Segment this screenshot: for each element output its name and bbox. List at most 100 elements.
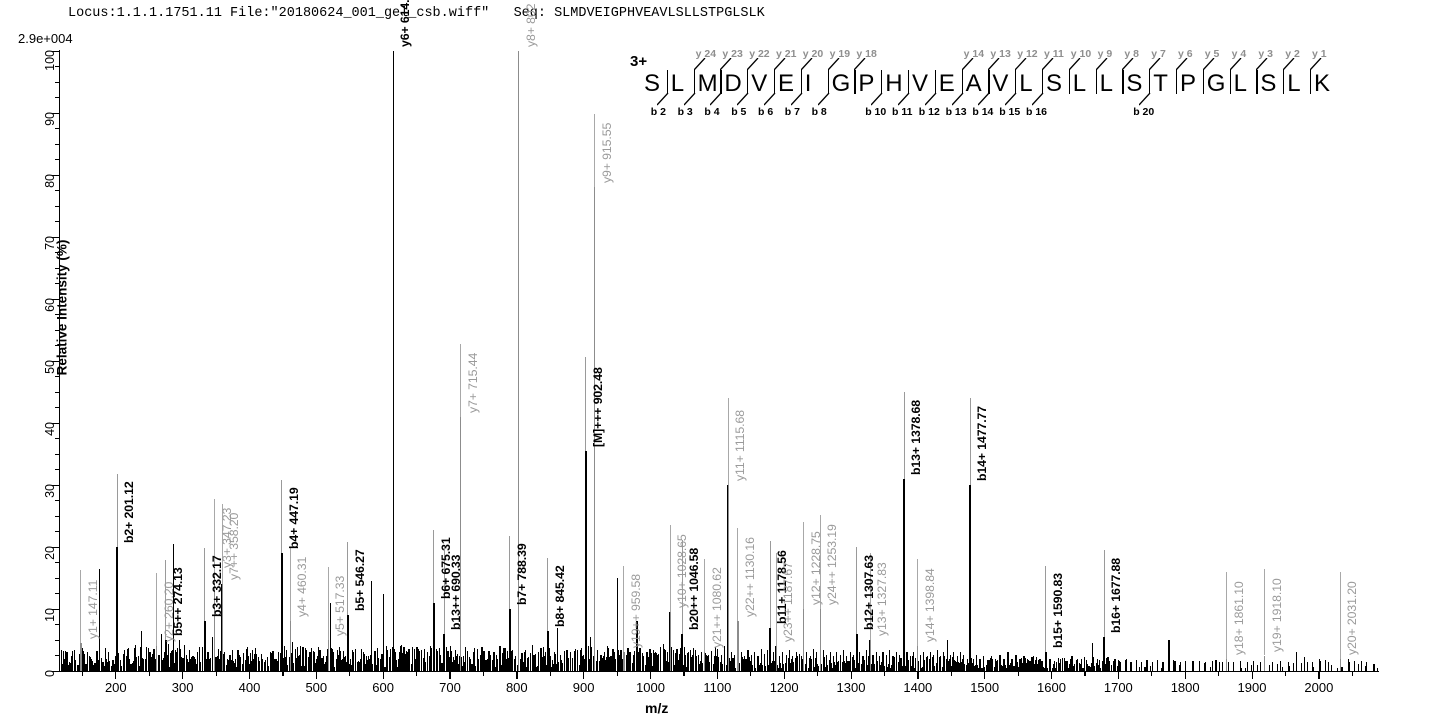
spectrum-peak xyxy=(722,663,724,671)
spectrum-peak xyxy=(1288,662,1290,671)
spectrum-peak xyxy=(826,664,829,671)
spectrum-peak xyxy=(838,660,840,671)
peptide-residue: S xyxy=(1260,70,1277,97)
spectrum-peak xyxy=(61,649,63,671)
spectrum-peak xyxy=(1066,660,1068,671)
spectrum-peak xyxy=(897,661,899,671)
precursor-charge-label: 3+ xyxy=(630,53,648,70)
spectrum-peak xyxy=(216,656,218,671)
spectrum-peak xyxy=(1087,664,1089,671)
spectrum-peak xyxy=(69,662,71,671)
spectrum-peak xyxy=(997,659,999,671)
spectrum-peak xyxy=(74,650,76,671)
y-ion-diagonal xyxy=(1310,58,1322,71)
peptide-residue: G xyxy=(831,70,851,97)
x-axis-minor-tick xyxy=(750,671,752,676)
spectrum-peak xyxy=(172,649,174,671)
spectrum-peak xyxy=(167,654,169,671)
spectrum-peak xyxy=(419,651,421,671)
spectrum-peak xyxy=(738,663,740,671)
spectrum-peak xyxy=(682,665,684,671)
spectrum-peak xyxy=(1011,658,1013,671)
spectrum-peak xyxy=(746,659,748,671)
spectrum-peak xyxy=(845,668,847,671)
spectrum-peak xyxy=(692,648,695,671)
spectrum-peak xyxy=(1082,667,1084,671)
spectrum-peak xyxy=(538,652,540,671)
x-axis-minor-tick xyxy=(1351,671,1353,676)
spectrum-peak xyxy=(245,659,247,671)
spectrum-peak xyxy=(88,656,90,671)
spectrum-peak xyxy=(174,663,176,671)
peak-label: b7+ 788.39 xyxy=(514,543,529,605)
spectrum-peak xyxy=(428,656,430,671)
spectrum-peak xyxy=(550,656,552,671)
y-ion-diagonal xyxy=(961,58,974,71)
spectrum-peak xyxy=(68,661,70,671)
peptide-residue: L xyxy=(1099,70,1113,97)
spectrum-peak xyxy=(1113,663,1115,671)
y-ion-diagonal xyxy=(988,58,1000,71)
spectrum-peak xyxy=(847,660,849,671)
spectrum-peak xyxy=(278,652,280,671)
spectrum-peak xyxy=(551,659,554,671)
spectrum-peak xyxy=(915,658,917,671)
peak-leader-line xyxy=(681,540,683,634)
spectrum-peak xyxy=(500,664,503,671)
y-axis-minor-tick xyxy=(55,515,59,517)
spectrum-peak xyxy=(946,640,948,671)
y-axis-minor-tick xyxy=(55,221,59,223)
spectrum-peak xyxy=(1272,662,1274,671)
spectrum-peak xyxy=(724,646,726,671)
spectrum-peak xyxy=(151,653,154,671)
spectrum-peak xyxy=(506,658,508,671)
b-ion-bracket xyxy=(961,70,963,94)
spectrum-peak xyxy=(300,646,302,671)
spectrum-peak xyxy=(849,652,851,671)
peak-leader-line xyxy=(969,398,971,485)
spectrum-peak xyxy=(1174,661,1176,671)
peak-leader-line xyxy=(769,540,771,628)
y-ion-bracket xyxy=(1283,70,1285,94)
spectrum-peak xyxy=(303,665,306,671)
y-ion-diagonal xyxy=(1256,58,1268,71)
peak-leader-line xyxy=(214,498,216,572)
spectrum-peak xyxy=(1246,662,1248,671)
y-ion-label: y 18 xyxy=(856,48,877,60)
spectrum-peak xyxy=(446,654,448,671)
spectrum-peak xyxy=(464,646,466,671)
spectrum-peak xyxy=(610,656,612,671)
spectrum-peak xyxy=(1040,663,1042,671)
spectrum-peak xyxy=(514,656,516,671)
y-ion-label: y 19 xyxy=(829,48,851,60)
spectrum-peak xyxy=(1022,663,1024,671)
x-axis-tick-label: 1900 xyxy=(1237,680,1267,695)
spectrum-peak xyxy=(584,659,586,671)
spectrum-peak xyxy=(109,664,111,671)
spectrum-peak xyxy=(1064,661,1066,671)
spectrum-peak xyxy=(820,663,822,671)
spectrum-peak xyxy=(1074,663,1076,671)
spectrum-peak xyxy=(386,652,388,671)
spectrum-peak xyxy=(900,658,902,671)
peak-label: y19+ 1918.10 xyxy=(1269,577,1284,652)
b-ion-diagonal xyxy=(1032,93,1044,106)
spectrum-peak xyxy=(220,657,222,671)
spectrum-peak xyxy=(684,654,686,671)
y-axis-tick-label: 80 xyxy=(43,174,57,188)
spectrum-peak xyxy=(391,647,393,671)
spectrum-peak xyxy=(869,640,871,671)
spectrum-peak xyxy=(237,661,239,671)
spectrum-peak xyxy=(1125,659,1127,671)
spectrum-peak xyxy=(629,652,631,671)
spectrum-peak xyxy=(644,664,646,671)
spectrum-peak xyxy=(1131,662,1133,671)
peak-label: b5++ 274.13 xyxy=(170,567,185,636)
spectrum-peak xyxy=(151,657,153,671)
spectrum-peak xyxy=(78,654,80,671)
spectrum-peak xyxy=(1245,668,1247,671)
spectrum-peak xyxy=(140,630,142,671)
spectrum-peak xyxy=(416,647,418,671)
spectrum-peak xyxy=(500,656,502,671)
peak-label: y11+ 1115.68 xyxy=(733,410,748,481)
